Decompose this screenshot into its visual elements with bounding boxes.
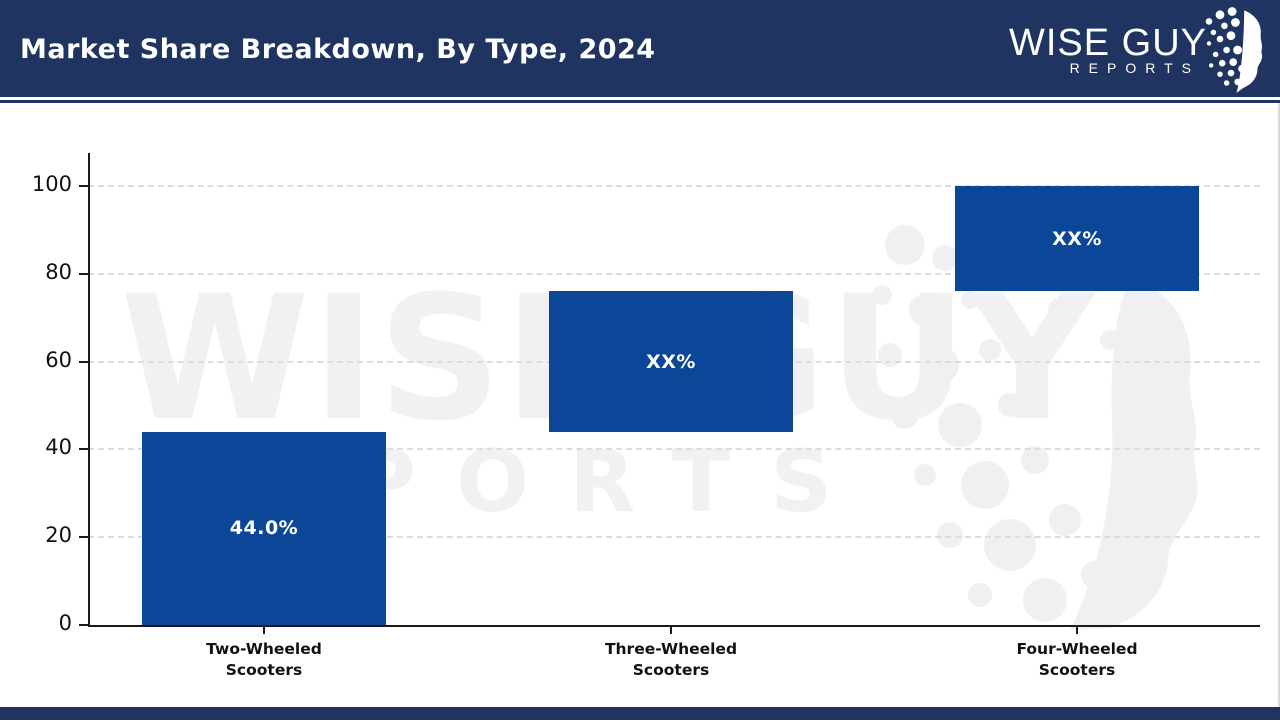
gridline-y20 <box>88 536 1260 539</box>
bar-segment-1: 44.0% <box>142 431 386 625</box>
page-title: Market Share Breakdown, By Type, 2024 <box>20 34 656 65</box>
watermark-face-dots <box>872 225 1198 630</box>
logo-subtext: REPORTS <box>1069 60 1200 76</box>
y-tick-mark-40 <box>79 448 88 451</box>
gridline-y100 <box>88 185 1260 187</box>
y-tick-mark-0 <box>79 624 88 626</box>
y-tick-label-80: 80 <box>45 259 72 284</box>
header-band <box>0 0 1280 97</box>
y-tick-mark-80 <box>79 272 88 275</box>
y-tick-label-20: 20 <box>45 523 72 548</box>
gridline-y80 <box>88 272 1260 275</box>
y-axis-spine <box>88 153 90 625</box>
gridline-y40 <box>88 448 1260 451</box>
bar-value-label-2: XX% <box>646 350 696 373</box>
y-tick-label-60: 60 <box>45 347 72 372</box>
header-underline <box>0 100 1280 103</box>
category-label-1: Two-Wheeled Scooters <box>206 640 322 679</box>
y-tick-mark-100 <box>79 185 88 187</box>
y-tick-label-0: 0 <box>58 611 72 635</box>
y-tick-label-100: 100 <box>31 172 72 196</box>
x-tick-mark-3 <box>1076 627 1078 634</box>
x-axis-spine <box>88 625 1260 627</box>
bar-segment-2: XX% <box>549 291 793 432</box>
bar-value-label-3: XX% <box>1052 227 1102 250</box>
logo-face-icon <box>1205 7 1263 93</box>
logo-wordmark: WISE GUY <box>1008 22 1207 64</box>
category-label-3: Four-Wheeled Scooters <box>1016 640 1138 679</box>
footer-band <box>0 707 1280 720</box>
y-tick-mark-20 <box>79 536 88 539</box>
logo: WISE GUY REPORTS <box>1002 0 1272 97</box>
bar-segment-3: XX% <box>955 186 1199 292</box>
y-tick-label-40: 40 <box>45 435 72 460</box>
x-tick-mark-2 <box>670 627 672 634</box>
y-tick-mark-60 <box>79 360 88 363</box>
category-label-2: Three-Wheeled Scooters <box>604 640 738 679</box>
page-right-border <box>1278 103 1280 715</box>
bar-value-label-1: 44.0% <box>229 517 299 540</box>
x-tick-mark-1 <box>263 627 265 634</box>
